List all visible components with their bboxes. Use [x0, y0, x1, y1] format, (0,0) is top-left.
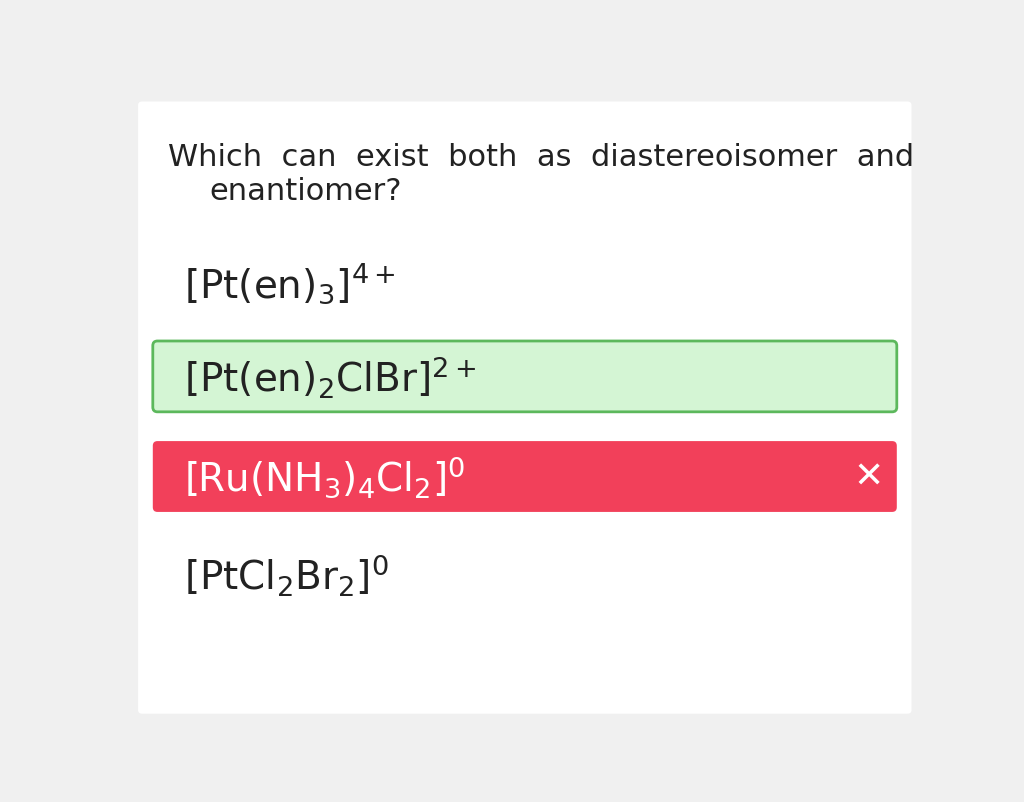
- FancyBboxPatch shape: [153, 442, 897, 512]
- Text: $\mathregular{[Pt(en)_2ClBr]^{2+}}$: $\mathregular{[Pt(en)_2ClBr]^{2+}}$: [183, 354, 476, 400]
- Text: $\mathregular{[Pt(en)_3]^{4+}}$: $\mathregular{[Pt(en)_3]^{4+}}$: [183, 261, 395, 306]
- FancyBboxPatch shape: [153, 342, 897, 412]
- Text: $\mathregular{[Ru(NH_3)_4Cl_2]^{0}}$: $\mathregular{[Ru(NH_3)_4Cl_2]^{0}}$: [183, 454, 465, 500]
- Text: ✕: ✕: [853, 460, 884, 494]
- Text: $\mathregular{[PtCl_2Br_2]^{0}}$: $\mathregular{[PtCl_2Br_2]^{0}}$: [183, 551, 389, 597]
- Text: Which  can  exist  both  as  diastereoisomer  and: Which can exist both as diastereoisomer …: [168, 143, 914, 172]
- FancyBboxPatch shape: [138, 103, 911, 714]
- Text: enantiomer?: enantiomer?: [209, 177, 401, 206]
